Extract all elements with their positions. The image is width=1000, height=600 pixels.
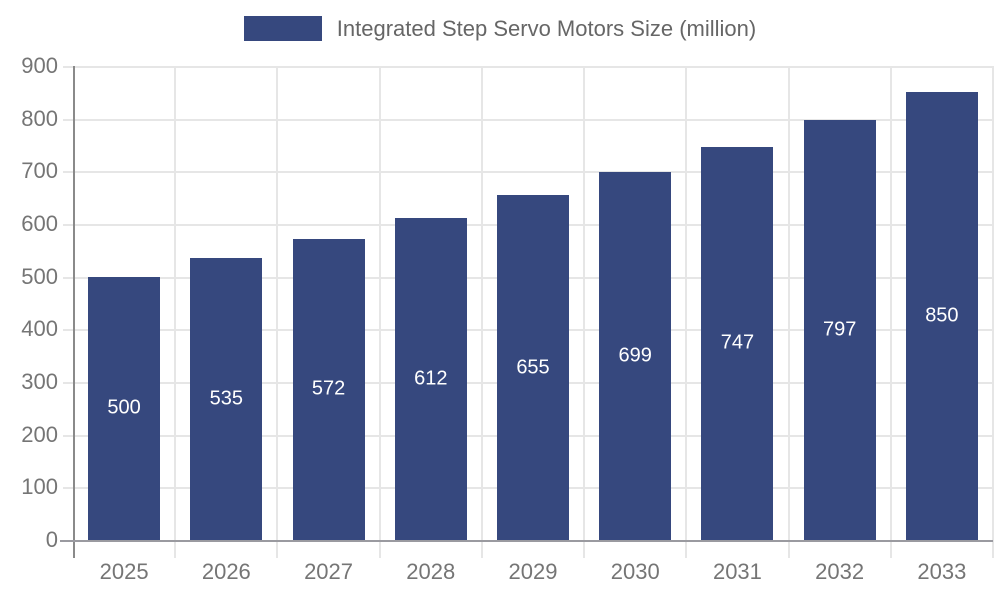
x-gridline — [685, 66, 688, 558]
x-tick-label: 2027 — [304, 559, 354, 584]
x-tick-label: 2028 — [406, 559, 456, 584]
x-tick-label: 2025 — [99, 559, 149, 584]
x-axis-line — [60, 540, 993, 542]
y-tick-label: 800 — [21, 105, 58, 131]
y-axis-line — [73, 66, 75, 558]
bar-2032: 797 — [803, 120, 876, 540]
bar-2033: 850 — [905, 92, 978, 540]
legend: Integrated Step Servo Motors Size (milli… — [0, 16, 1000, 41]
bar-value-label: 612 — [414, 367, 448, 390]
bar-value-label: 535 — [209, 387, 244, 410]
legend-swatch — [243, 16, 322, 41]
y-tick-label: 600 — [21, 211, 58, 236]
plot-area: 500 535 572 612 655 699 747 797 850 — [60, 66, 994, 558]
bar-value-label: 850 — [925, 304, 959, 327]
x-gridline — [174, 66, 177, 558]
bar-2027: 572 — [292, 238, 365, 540]
x-gridline — [787, 66, 790, 558]
bar-2028: 612 — [394, 217, 467, 540]
y-tick-label: 300 — [21, 369, 58, 394]
bar-value-label: 699 — [618, 344, 652, 367]
y-tick-label: 0 — [45, 527, 58, 552]
x-tick-label: 2029 — [508, 559, 558, 584]
x-tick-label: 2026 — [201, 559, 251, 584]
bar-2031: 747 — [701, 146, 774, 540]
bar-value-label: 500 — [107, 396, 141, 419]
x-gridline — [889, 66, 892, 558]
y-tick-label: 100 — [21, 474, 58, 500]
x-axis-labels: 2025 2026 2027 2028 2029 2030 2031 2032 2033 — [73, 559, 993, 589]
bar-value-label: 655 — [516, 356, 550, 379]
y-tick-label: 900 — [21, 53, 58, 78]
x-tick-label: 2032 — [815, 559, 865, 584]
y-tick-label: 200 — [21, 421, 58, 447]
y-tick-label: 400 — [21, 316, 58, 342]
x-gridline — [583, 66, 586, 558]
bar-2025: 500 — [88, 276, 161, 540]
y-tick-label: 700 — [21, 158, 58, 184]
bar-value-label: 747 — [720, 331, 755, 354]
bar-value-label: 572 — [311, 377, 346, 400]
bar-value-label: 797 — [822, 318, 857, 341]
y-gridline — [63, 171, 993, 174]
x-tick-label: 2030 — [610, 559, 660, 584]
x-gridline — [378, 66, 381, 558]
x-tick-label: 2033 — [917, 559, 967, 584]
x-gridline — [276, 66, 279, 558]
x-tick-label: 2031 — [712, 559, 762, 584]
bar-2029: 655 — [497, 195, 569, 540]
legend-label: Integrated Step Servo Motors Size (milli… — [336, 16, 757, 41]
y-axis-labels: 0 100 200 300 400 500 600 700 800 900 — [0, 53, 58, 552]
y-gridline — [63, 118, 993, 121]
x-gridline — [992, 66, 994, 558]
bar-2026: 535 — [190, 258, 263, 540]
y-gridline — [63, 66, 993, 68]
x-gridline — [480, 66, 483, 558]
bar-2030: 699 — [599, 171, 672, 540]
y-tick-label: 500 — [21, 263, 58, 289]
